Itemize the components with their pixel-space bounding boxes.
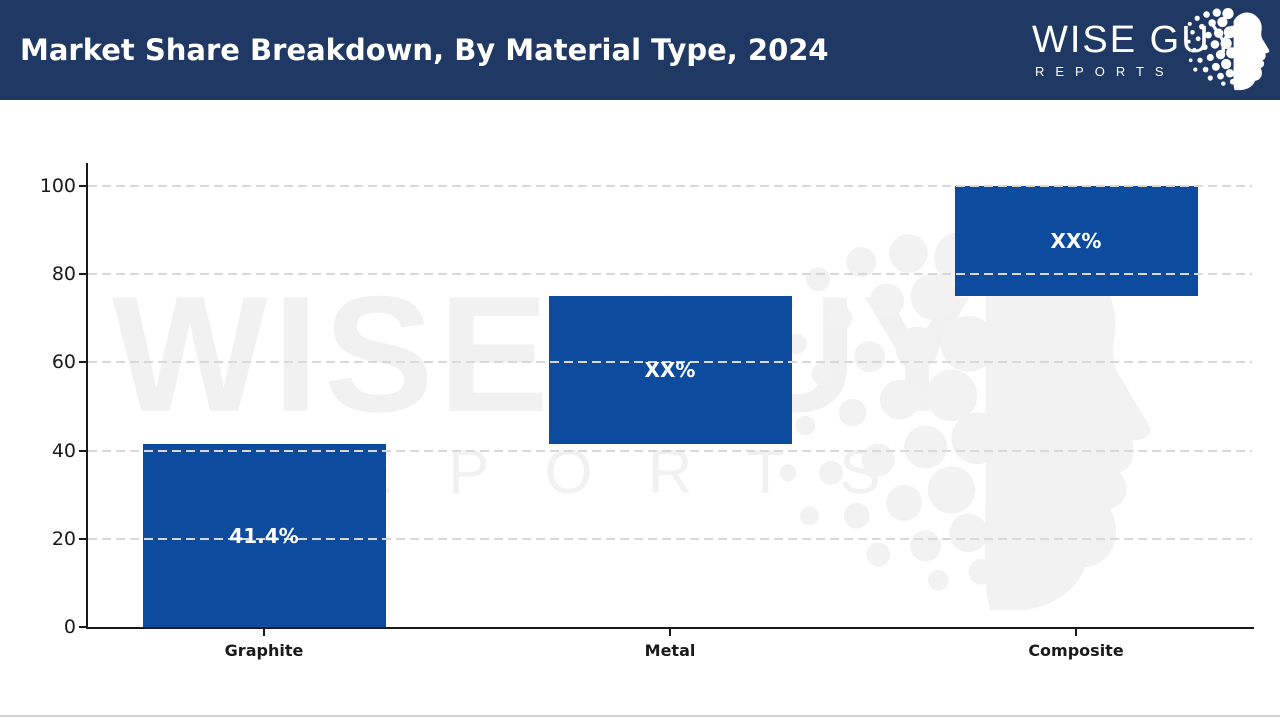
x-tick xyxy=(263,629,265,636)
gridline-60 xyxy=(88,361,1252,364)
bar-value-label: XX% xyxy=(1050,229,1102,254)
watermark-wordmark: WISE GUY xyxy=(112,262,978,446)
y-tick-label: 60 xyxy=(51,351,76,374)
y-tick xyxy=(79,273,86,276)
y-tick xyxy=(79,361,86,364)
y-tick xyxy=(79,537,86,540)
bar-metal xyxy=(548,296,792,445)
logo-subtext: REPORTS xyxy=(1035,64,1175,79)
bar-value-label: XX% xyxy=(644,358,696,383)
y-tick-label: 0 xyxy=(63,616,76,638)
chart-title: Market Share Breakdown, By Material Type… xyxy=(20,33,829,67)
y-tick xyxy=(79,449,86,452)
x-category-label-metal: Metal xyxy=(644,641,696,660)
gridline-80 xyxy=(88,273,1252,276)
x-tick xyxy=(1075,629,1077,636)
x-axis-line xyxy=(86,627,1254,629)
y-tick-label: 20 xyxy=(51,527,76,550)
y-axis-line xyxy=(86,163,88,629)
wiseguy-logo: WISE GUY REPORTS xyxy=(1032,0,1276,100)
gridline-40 xyxy=(88,449,1252,452)
header-bar: Market Share Breakdown, By Material Type… xyxy=(0,0,1280,100)
y-tick-label: 100 xyxy=(39,175,76,197)
gridline-20 xyxy=(88,537,1252,540)
x-tick xyxy=(669,629,671,636)
bar-value-label: 41.4% xyxy=(229,523,299,548)
y-tick-label: 40 xyxy=(51,439,76,462)
bottom-border xyxy=(0,715,1280,717)
gridline-100 xyxy=(88,185,1252,187)
y-tick-label: 80 xyxy=(51,263,76,286)
y-tick xyxy=(79,185,86,187)
bar-graphite xyxy=(142,444,386,627)
bar-composite xyxy=(954,186,1198,297)
y-tick xyxy=(79,626,86,628)
x-category-label-composite: Composite xyxy=(1028,641,1124,660)
x-category-label-graphite: Graphite xyxy=(224,641,304,660)
logo-face-icon xyxy=(1180,8,1276,92)
